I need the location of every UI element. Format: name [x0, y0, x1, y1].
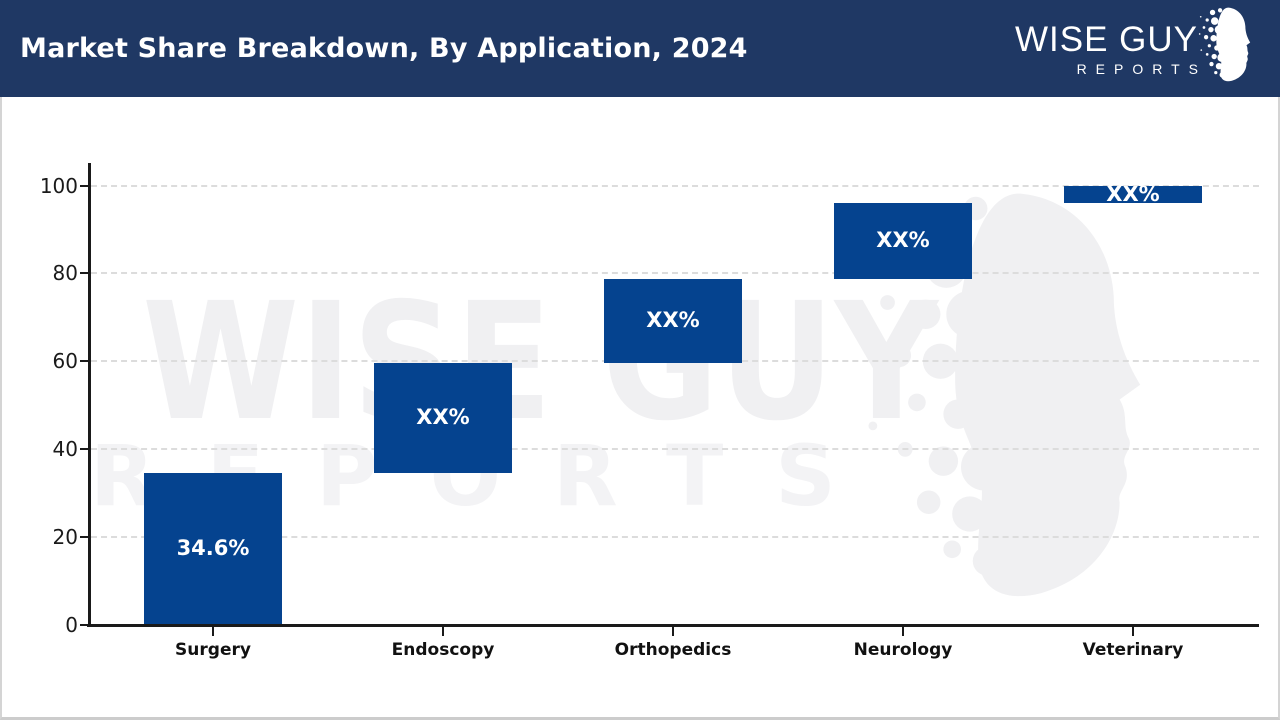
x-axis-tick	[442, 627, 444, 636]
bar-orthopedics: XX%	[604, 278, 742, 363]
chart-title: Market Share Breakdown, By Application, …	[20, 33, 748, 64]
bar-veterinary: XX%	[1064, 181, 1202, 206]
gridline-40	[91, 447, 1259, 450]
y-axis-tick	[80, 535, 89, 538]
y-axis-spine	[88, 163, 91, 626]
bar-surgery: 34.6%	[144, 472, 282, 625]
x-axis-tick	[212, 627, 214, 636]
logo-wordmark: WISE GUY	[1014, 19, 1198, 59]
y-axis-tick	[80, 360, 89, 363]
x-category-label: Orthopedics	[614, 640, 732, 660]
y-tick-label: 40	[52, 436, 78, 461]
header-banner: Market Share Breakdown, By Application, …	[0, 0, 1280, 97]
bar-value-label: XX%	[1106, 181, 1160, 206]
gridline-100	[91, 184, 1259, 187]
gridline-80	[91, 272, 1259, 275]
gridline-20	[91, 535, 1259, 538]
x-category-label: Surgery	[175, 640, 251, 660]
wise-guy-logo: WISE GUY REPORTS	[1015, 6, 1258, 92]
bar-value-label: XX%	[876, 228, 930, 253]
y-axis-tick	[80, 184, 89, 187]
chart-area: WISE GUY REPORTS 0 20 40 60 80 100 34.6% XX% XX%…	[0, 97, 1280, 720]
x-category-label: Neurology	[853, 640, 953, 660]
x-axis-tick	[902, 627, 904, 636]
x-axis-tick	[672, 627, 674, 636]
x-axis-tick	[1132, 627, 1134, 636]
y-tick-label: 60	[52, 349, 78, 374]
y-tick-label: 100	[39, 173, 78, 198]
bar-value-label: 34.6%	[176, 536, 250, 561]
y-tick-label: 20	[52, 524, 78, 549]
logo-face-icon	[1198, 7, 1251, 81]
bar-endoscopy: XX%	[374, 362, 512, 473]
bar-value-label: XX%	[646, 308, 700, 333]
logo-text: WISE GUY REPORTS	[1015, 22, 1198, 76]
y-axis-tick	[80, 447, 89, 450]
y-axis-tick	[80, 623, 89, 626]
x-axis-spine	[87, 623, 1259, 627]
y-axis-tick	[80, 272, 89, 275]
y-tick-label: 80	[52, 261, 78, 286]
x-category-label: Veterinary	[1082, 640, 1184, 660]
watermark-wordmark: WISE GUY	[142, 269, 938, 457]
x-category-label: Endoscopy	[391, 640, 495, 660]
y-tick-label: 0	[65, 612, 78, 637]
logo-subtitle: REPORTS	[1076, 60, 1207, 77]
bar-neurology: XX%	[834, 202, 972, 279]
bar-value-label: XX%	[416, 405, 470, 430]
